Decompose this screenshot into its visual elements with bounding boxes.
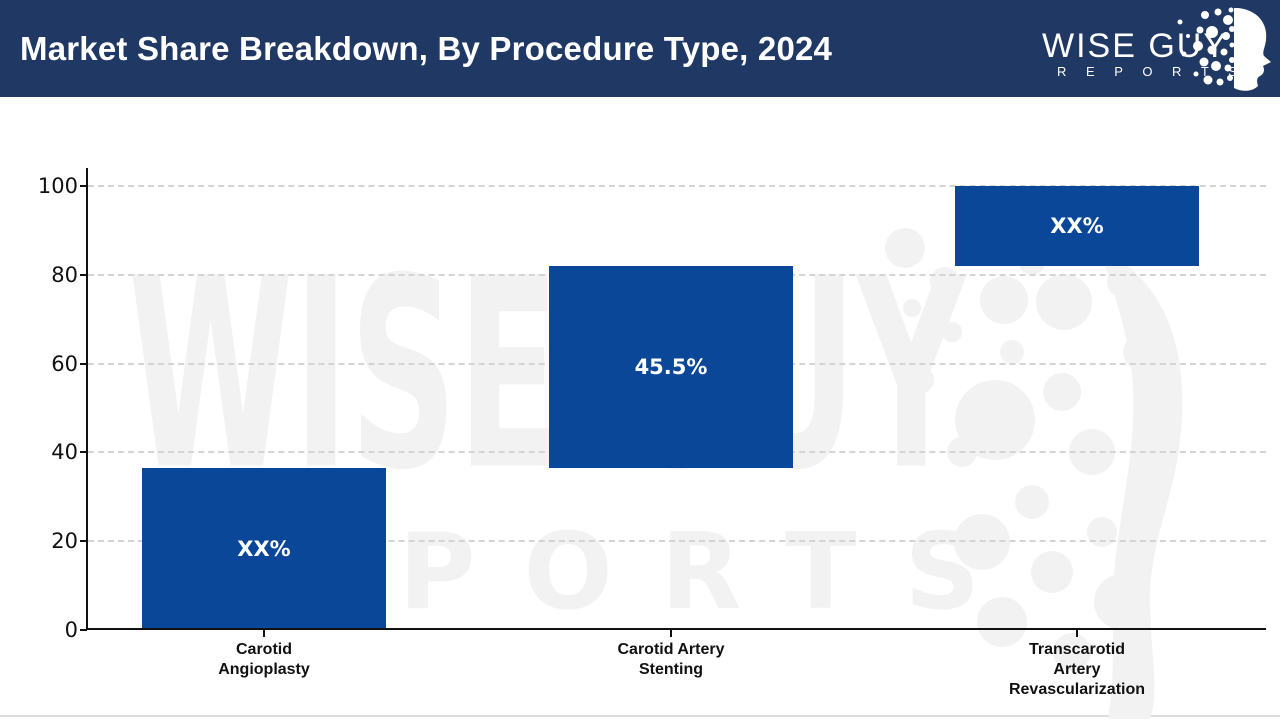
bar-value-label: XX% [1050, 213, 1104, 238]
bottom-border [0, 715, 1280, 717]
x-tick-mark [670, 630, 672, 637]
logo-subtext: R E P O R T S [1057, 64, 1245, 79]
chart-title: Market Share Breakdown, By Procedure Typ… [20, 29, 833, 67]
header-bar: Market Share Breakdown, By Procedure Typ… [0, 0, 1280, 97]
bar-segment [955, 186, 1199, 266]
gridline-20 [88, 540, 1266, 543]
y-tick-label: 80 [51, 262, 78, 287]
bar-value-label: XX% [237, 536, 291, 561]
y-tick-label: 0 [64, 618, 78, 642]
watermark-text-big: WISE GUY [128, 224, 966, 529]
bar-value-label: 45.5% [634, 354, 708, 379]
x-tick-mark [1076, 630, 1078, 637]
y-tick-mark [80, 451, 87, 454]
x-axis-line [86, 628, 1266, 630]
y-tick-mark [80, 629, 87, 631]
x-category-label: Carotid Angioplasty [218, 641, 310, 678]
y-tick-label: 40 [51, 440, 78, 465]
bar-segment [549, 265, 793, 468]
y-tick-mark [80, 185, 87, 187]
x-category-label: Transcarotid Artery Revascularization [1008, 641, 1146, 698]
y-tick-mark [80, 362, 87, 365]
logo-head-icon [1177, 7, 1271, 91]
y-axis-line [86, 168, 88, 630]
y-tick-label: 60 [51, 351, 78, 376]
x-tick-mark [263, 630, 265, 637]
y-tick-mark [80, 273, 87, 276]
y-tick-label: 100 [37, 174, 78, 198]
gridline-100 [88, 185, 1266, 187]
bar-segment [142, 467, 386, 630]
y-tick-mark [80, 540, 87, 543]
x-category-label: Carotid Artery Stenting [617, 641, 725, 678]
y-tick-label: 20 [51, 529, 78, 554]
